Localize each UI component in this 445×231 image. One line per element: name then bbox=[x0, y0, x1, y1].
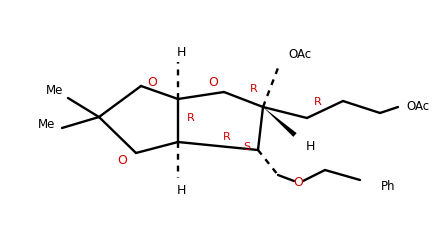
Text: O: O bbox=[147, 76, 157, 88]
Text: R: R bbox=[223, 132, 231, 142]
Text: R: R bbox=[250, 84, 258, 94]
Text: H: H bbox=[176, 46, 186, 58]
Text: S: S bbox=[243, 142, 251, 152]
Text: H: H bbox=[305, 140, 315, 152]
Text: Ph: Ph bbox=[381, 179, 395, 192]
Text: H: H bbox=[176, 185, 186, 198]
Text: Me: Me bbox=[46, 85, 64, 97]
Text: R: R bbox=[314, 97, 322, 107]
Text: R: R bbox=[187, 113, 195, 123]
Text: OAc: OAc bbox=[288, 49, 312, 61]
Text: O: O bbox=[293, 176, 303, 189]
Polygon shape bbox=[263, 107, 297, 137]
Text: OAc: OAc bbox=[406, 100, 429, 113]
Text: Me: Me bbox=[38, 118, 56, 131]
Text: O: O bbox=[208, 76, 218, 89]
Text: O: O bbox=[117, 154, 127, 167]
